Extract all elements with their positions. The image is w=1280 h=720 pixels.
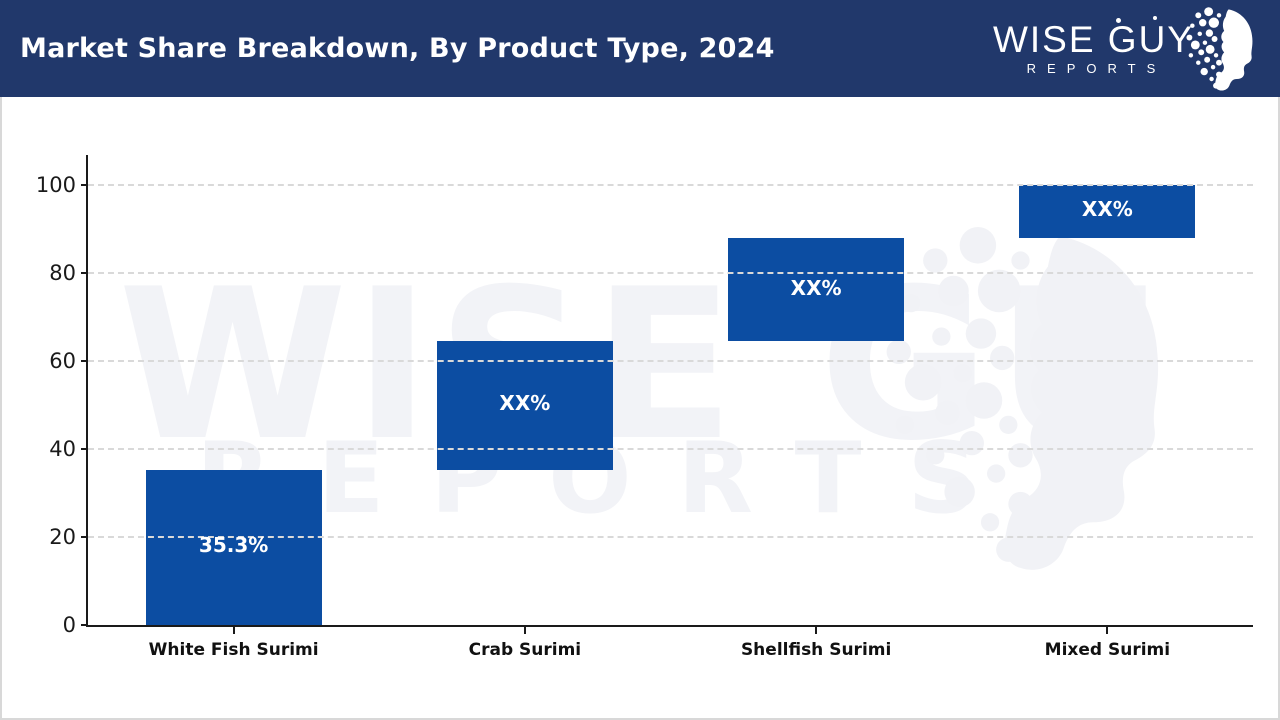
watermark-face-icon	[886, 227, 1159, 570]
y-tick-label-20: 20	[49, 525, 76, 549]
bar-mixed-surimi	[1019, 185, 1196, 238]
bar-value-label: XX%	[790, 275, 842, 300]
y-axis-line	[86, 155, 88, 627]
x-category-label: Shellfish Surimi	[740, 640, 892, 660]
bar-value-label: XX%	[499, 391, 551, 416]
y-tick-mark-20	[81, 536, 88, 538]
y-tick-label-100: 100	[35, 173, 76, 197]
y-tick-mark-80	[81, 272, 88, 274]
gridline-40	[88, 448, 1253, 450]
gridline-60	[88, 360, 1253, 362]
y-tick-mark-40	[81, 448, 88, 450]
x-tick-mark	[523, 626, 526, 634]
y-tick-label-60: 60	[49, 349, 76, 373]
x-category-label: Crab Surimi	[468, 640, 582, 660]
bar-value-label: 35.3%	[198, 533, 269, 558]
bar-white-fish-surimi	[145, 469, 322, 625]
chart-title: Market Share Breakdown, By Product Type,…	[20, 33, 775, 64]
x-tick-mark	[815, 626, 818, 634]
x-category-label: Mixed Surimi	[1044, 640, 1171, 660]
header-bar: Market Share Breakdown, By Product Type,…	[0, 0, 1280, 97]
gridline-100	[88, 184, 1253, 186]
x-axis-line	[86, 625, 1253, 627]
logo-face-icon	[1186, 6, 1253, 91]
bar-value-label: XX%	[1081, 197, 1133, 222]
y-tick-label-40: 40	[49, 437, 76, 461]
y-tick-mark-0	[81, 624, 88, 626]
logo-subtext: REPORTS	[1026, 61, 1167, 76]
x-category-label: White Fish Surimi	[148, 640, 319, 660]
y-tick-mark-60	[81, 360, 88, 362]
x-tick-mark	[232, 626, 235, 634]
logo-accent-dot	[1115, 17, 1121, 23]
gridline-20	[88, 536, 1253, 538]
logo-wordmark: WISE GUY	[992, 19, 1194, 60]
bar-shellfish-surimi	[728, 237, 905, 342]
brand-logo: WISE GUY REPORTS	[993, 6, 1256, 92]
logo-accent-dot	[1152, 15, 1157, 20]
x-tick-mark	[1106, 626, 1109, 634]
y-tick-mark-100	[81, 184, 88, 186]
y-tick-label-0: 0	[62, 613, 76, 637]
y-tick-label-80: 80	[49, 261, 76, 285]
gridline-80	[88, 272, 1253, 274]
logo-text: WISE GUY REPORTS	[993, 21, 1194, 76]
